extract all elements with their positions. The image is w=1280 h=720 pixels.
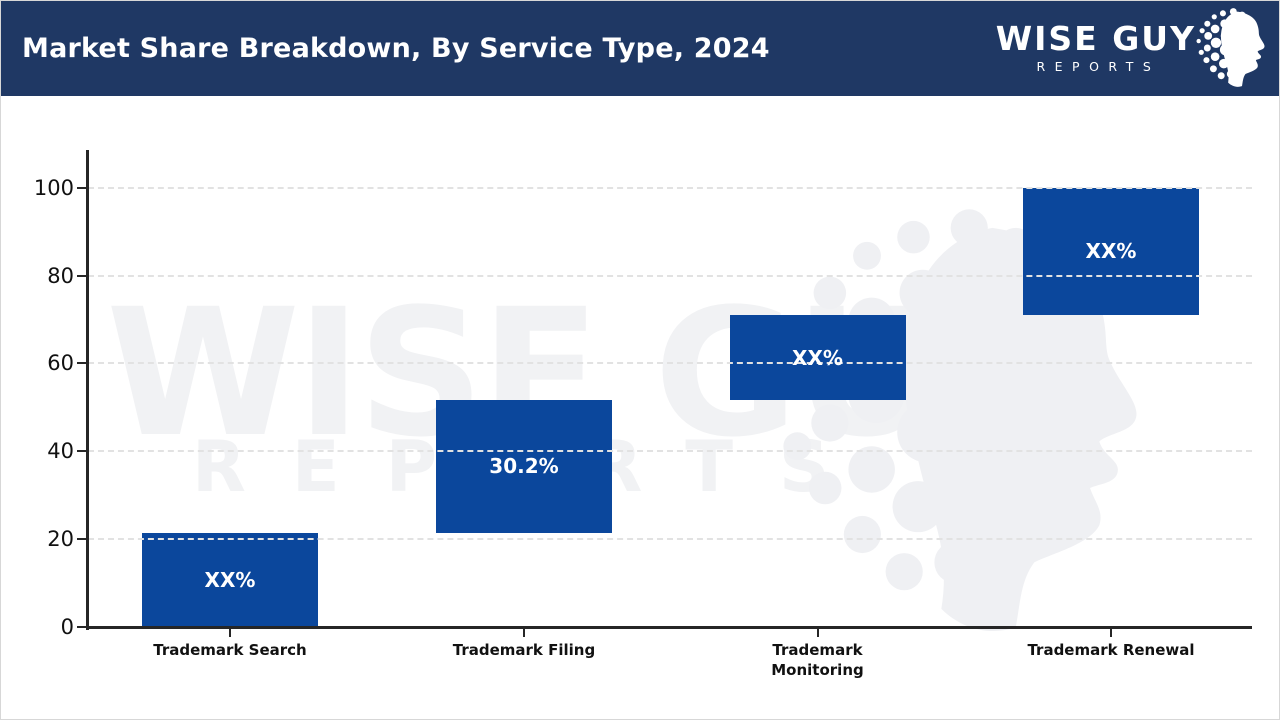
x-axis-label-trademark-search: Trademark Search bbox=[153, 641, 307, 659]
x-tick-trademark-search bbox=[229, 629, 231, 637]
x-tick-trademark-renewal bbox=[1110, 629, 1112, 637]
y-tick-40 bbox=[77, 450, 86, 453]
bar-trademark-renewal bbox=[1023, 187, 1199, 316]
x-axis-label-trademark-monitoring: Trademark Monitoring bbox=[771, 641, 864, 680]
y-tick-100 bbox=[77, 186, 86, 189]
gridline-100 bbox=[88, 186, 1252, 189]
y-axis-line bbox=[86, 150, 89, 630]
brand-logo-text: WISE GUY REPORTS bbox=[996, 22, 1196, 74]
brand-name: WISE GUY bbox=[995, 19, 1196, 58]
gridline-40 bbox=[88, 450, 1252, 453]
brand-logo: WISE GUY REPORTS bbox=[996, 6, 1268, 90]
x-tick-trademark-monitoring bbox=[816, 629, 819, 637]
y-tick-label-20: 20 bbox=[47, 527, 74, 552]
gridline-20 bbox=[88, 538, 1252, 541]
brand-face-icon bbox=[1190, 6, 1268, 90]
x-tick-trademark-filing bbox=[523, 629, 525, 637]
x-axis-line bbox=[86, 626, 1252, 629]
y-tick-label-0: 0 bbox=[60, 615, 74, 639]
y-tick-80 bbox=[77, 274, 86, 277]
page-title: Market Share Breakdown, By Service Type,… bbox=[22, 32, 770, 64]
bar-trademark-monitoring bbox=[729, 315, 906, 400]
bar-trademark-search bbox=[142, 532, 318, 627]
gridline-80 bbox=[88, 274, 1252, 277]
y-tick-label-40: 40 bbox=[47, 439, 74, 464]
bar-value-label-trademark-monitoring: XX% bbox=[792, 345, 843, 370]
header-band: Market Share Breakdown, By Service Type,… bbox=[0, 0, 1280, 96]
y-tick-label-80: 80 bbox=[47, 263, 74, 288]
bar-trademark-filing bbox=[436, 399, 612, 533]
x-axis-label-trademark-filing: Trademark Filing bbox=[452, 641, 596, 659]
brand-subtitle: REPORTS bbox=[1036, 59, 1161, 74]
bar-value-label-trademark-search: XX% bbox=[204, 567, 256, 592]
bar-value-label-trademark-renewal: XX% bbox=[1085, 239, 1137, 264]
x-axis-label-trademark-renewal: Trademark Renewal bbox=[1027, 641, 1195, 659]
y-tick-20 bbox=[77, 538, 86, 541]
y-tick-label-60: 60 bbox=[47, 351, 74, 376]
gridline-60 bbox=[88, 362, 1252, 365]
bar-value-label-trademark-filing: 30.2% bbox=[489, 454, 559, 479]
y-tick-label-100: 100 bbox=[33, 175, 74, 200]
y-tick-60 bbox=[77, 362, 86, 365]
y-tick-0 bbox=[77, 626, 86, 628]
